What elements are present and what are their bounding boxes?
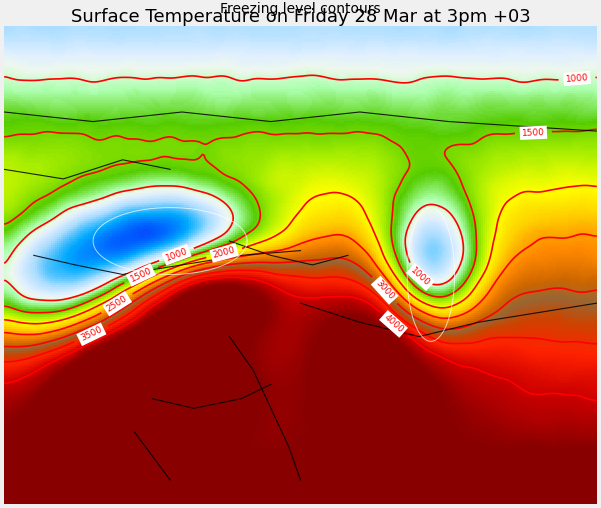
Text: 2500: 2500 [105, 294, 129, 313]
Text: 2000: 2000 [212, 246, 236, 260]
Text: 1000: 1000 [164, 246, 189, 263]
Text: 1000: 1000 [409, 266, 432, 288]
Text: 3000: 3000 [374, 279, 396, 302]
Text: 1000: 1000 [565, 73, 589, 84]
Title: Surface Temperature on Friday 28 Mar at 3pm +03: Surface Temperature on Friday 28 Mar at … [71, 8, 530, 26]
Text: 1500: 1500 [129, 266, 153, 284]
Text: Freezing level contours: Freezing level contours [220, 3, 381, 16]
Text: 1500: 1500 [522, 128, 545, 138]
Text: 3500: 3500 [79, 325, 104, 343]
Text: 4000: 4000 [382, 313, 405, 335]
